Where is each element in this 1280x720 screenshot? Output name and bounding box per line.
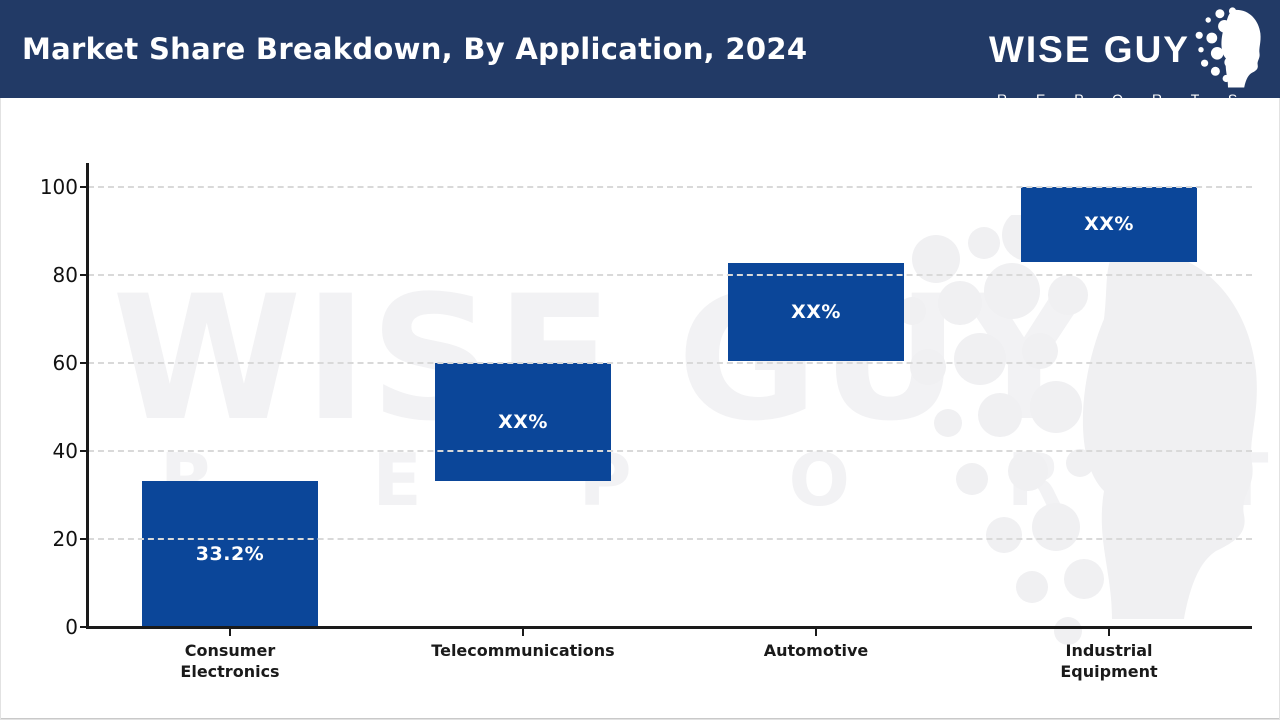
y-axis-tick-label: 100 — [39, 175, 78, 199]
y-axis-tick-label: 80 — [52, 263, 78, 287]
y-axis-tick-label: 0 — [65, 615, 78, 639]
x-axis-tick-mark — [815, 628, 817, 636]
page-title: Market Share Breakdown, By Application, … — [22, 32, 808, 66]
bar-value-label: XX% — [498, 410, 548, 433]
bar-consumer-electronics: 33.2% — [142, 480, 318, 627]
watermark-face-icon — [880, 209, 1280, 660]
gridline-40 — [88, 450, 1252, 452]
x-axis-tick-mark — [229, 628, 231, 636]
x-axis-line — [86, 626, 1252, 629]
brand-face-icon — [1192, 6, 1264, 93]
y-axis-tick-mark — [80, 186, 88, 188]
x-axis-category-label: Industrial Equipment — [1060, 641, 1158, 681]
bar-automotive: XX% — [728, 263, 904, 361]
y-axis-tick-mark — [80, 274, 88, 276]
x-axis-category-label: Telecommunications — [431, 641, 615, 660]
y-axis-tick-mark — [80, 626, 88, 628]
bar-telecommunications: XX% — [435, 363, 611, 481]
x-axis-category-label: Consumer Electronics — [180, 641, 280, 681]
y-axis-tick-label: 60 — [52, 351, 78, 375]
header-bar: Market Share Breakdown, By Application, … — [0, 0, 1280, 107]
x-axis-tick-mark — [522, 628, 524, 636]
bar-value-label: 33.2% — [195, 542, 265, 565]
gridline-80 — [88, 274, 1252, 276]
y-axis-tick-label: 40 — [52, 439, 78, 463]
x-axis-tick-mark — [1108, 628, 1110, 636]
brand-logo-wordmark: WISE GUY — [988, 28, 1190, 70]
y-axis-tick-mark — [80, 538, 88, 540]
y-axis-tick-mark — [80, 362, 88, 364]
brand-logo-subtext: R E P O R T S — [996, 91, 1250, 107]
bar-value-label: XX% — [791, 300, 841, 323]
bar-value-label: XX% — [1084, 213, 1134, 236]
y-axis-tick-label: 20 — [52, 527, 78, 551]
x-axis-category-label: Automotive — [763, 641, 869, 660]
bar-industrial-equipment: XX% — [1021, 187, 1197, 262]
gridline-60 — [88, 362, 1252, 364]
gridline-20 — [88, 538, 1252, 540]
y-axis-line — [86, 163, 89, 629]
gridline-100 — [88, 186, 1252, 188]
y-axis-tick-mark — [80, 450, 88, 452]
brand-logo: WISE GUY — [989, 6, 1264, 107]
